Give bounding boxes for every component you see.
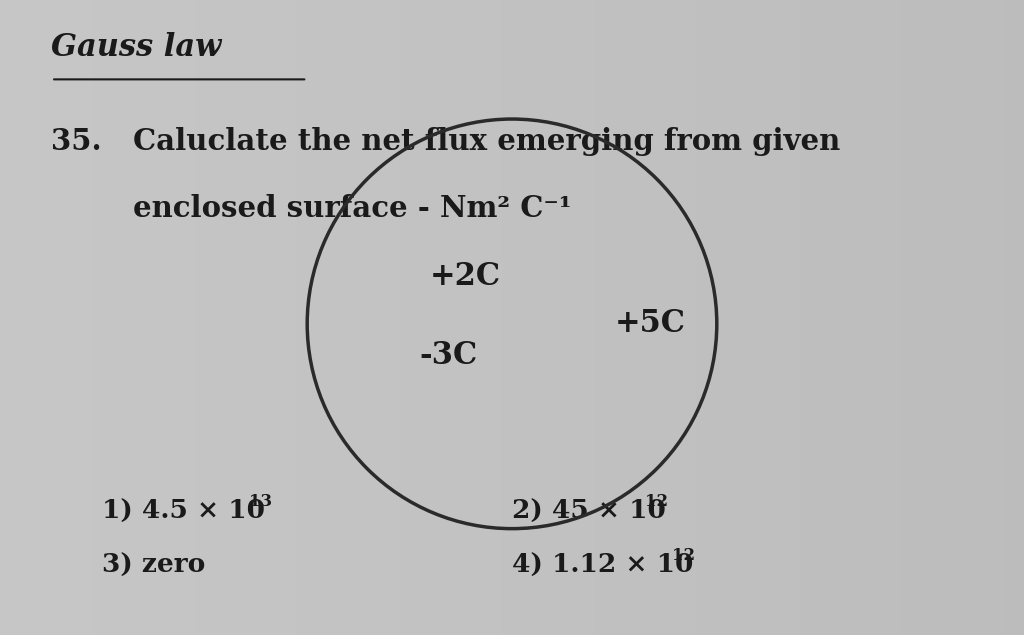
- Text: 4) 1.12 × 10: 4) 1.12 × 10: [512, 553, 712, 578]
- Text: enclosed surface - Nm² C⁻¹: enclosed surface - Nm² C⁻¹: [133, 194, 571, 223]
- Text: 12: 12: [672, 547, 695, 564]
- Text: 2) 45 × 10: 2) 45 × 10: [512, 499, 684, 524]
- Text: 1) 4.5 × 10: 1) 4.5 × 10: [102, 499, 284, 524]
- Text: Gauss law: Gauss law: [51, 32, 221, 63]
- Text: 4) 1.12 × 10: 4) 1.12 × 10: [512, 553, 693, 578]
- Text: 3) zero: 3) zero: [102, 553, 206, 578]
- Text: Caluclate the net flux emerging from given: Caluclate the net flux emerging from giv…: [133, 127, 841, 156]
- Text: +2C: +2C: [430, 261, 501, 291]
- Text: -3C: -3C: [420, 340, 478, 371]
- Text: 12: 12: [645, 493, 669, 510]
- Text: 2) 45 × 10: 2) 45 × 10: [512, 499, 666, 524]
- Text: 35.: 35.: [51, 127, 101, 156]
- Text: +5C: +5C: [614, 309, 685, 339]
- Text: 13: 13: [249, 493, 272, 510]
- Text: 1) 4.5 × 10: 1) 4.5 × 10: [102, 499, 265, 524]
